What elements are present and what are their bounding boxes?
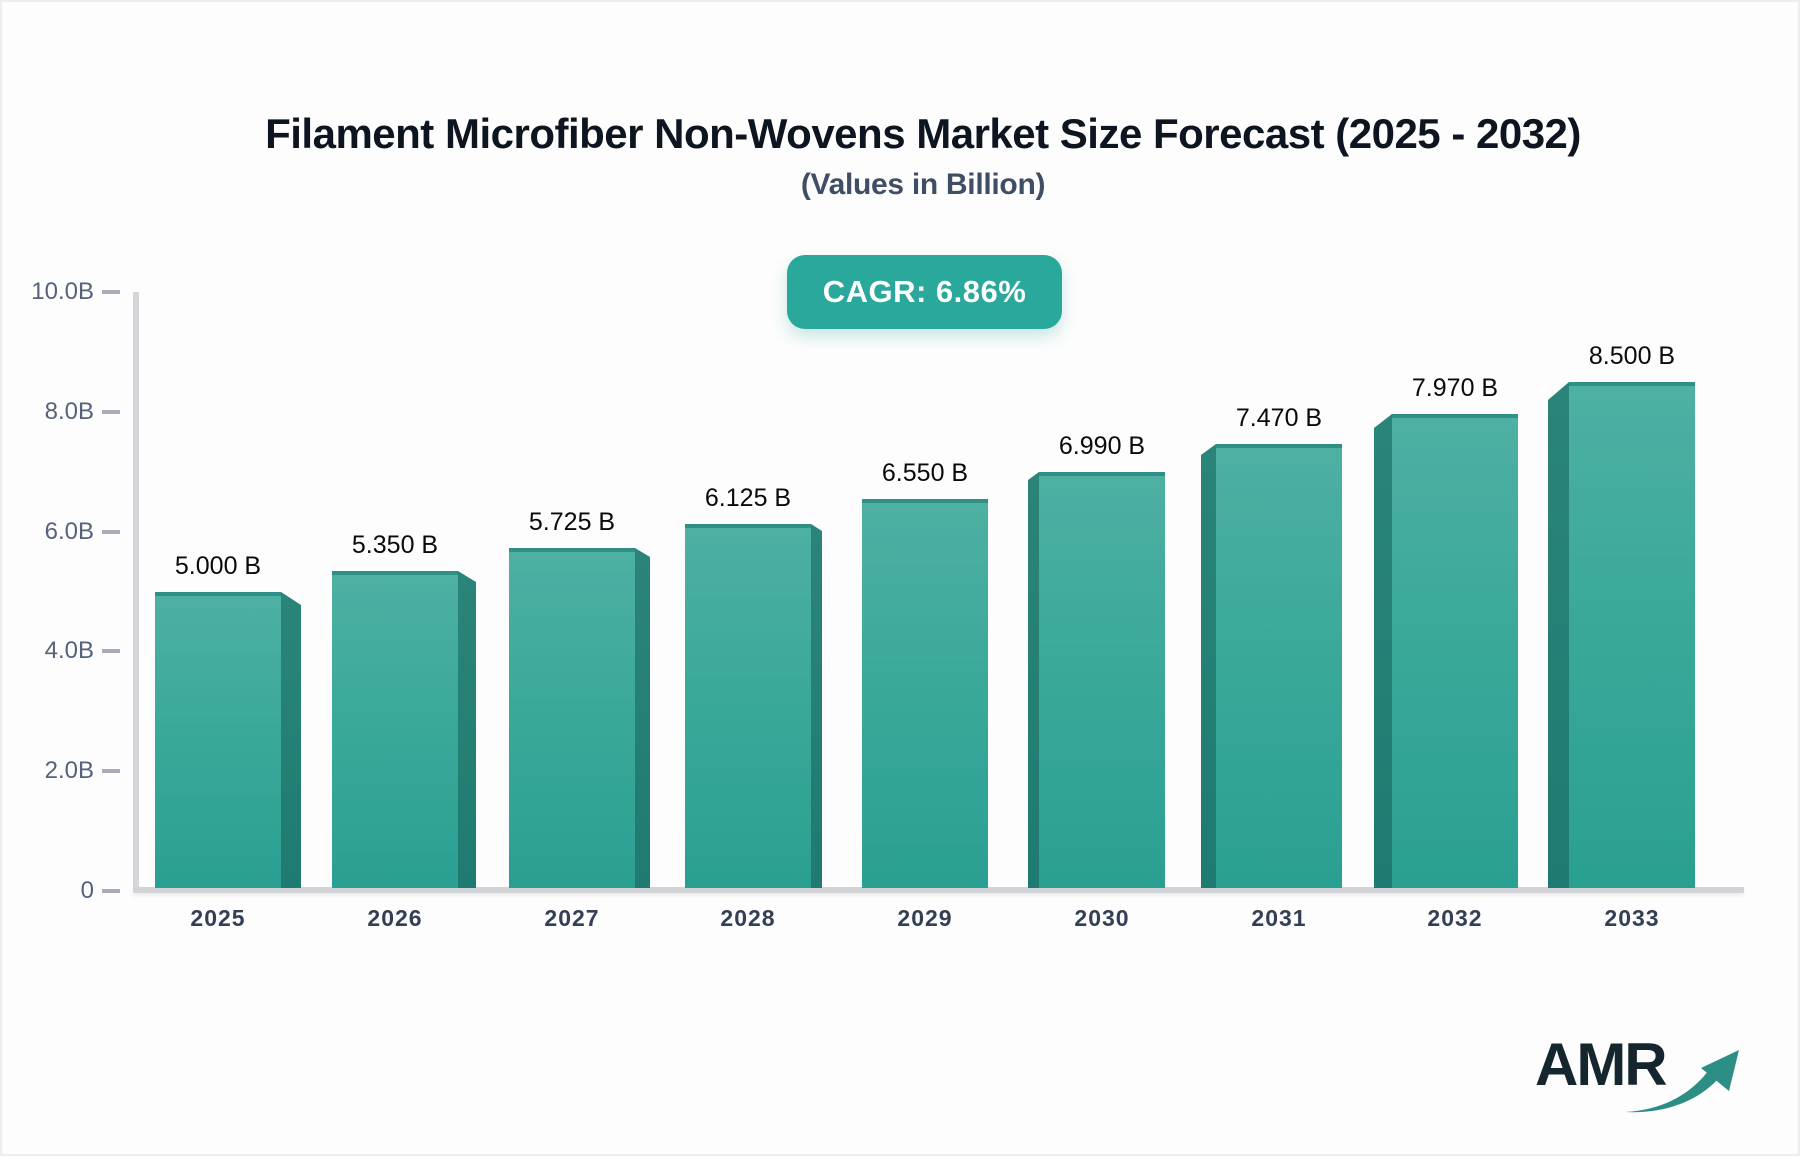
bar-face bbox=[1039, 472, 1165, 888]
x-axis-label-2032: 2032 bbox=[1427, 905, 1483, 931]
bar-side bbox=[811, 524, 822, 888]
bar-value-label: 5.725 B bbox=[528, 508, 616, 536]
brand-logo: AMR bbox=[1535, 1030, 1765, 1120]
bar-value-label: 6.990 B bbox=[1058, 432, 1146, 460]
bar-side bbox=[1028, 472, 1039, 888]
bar-value-label: 7.970 B bbox=[1411, 374, 1499, 402]
brand-logo-text: AMR bbox=[1535, 1031, 1668, 1098]
x-axis-baseline bbox=[133, 887, 1744, 893]
bar-face bbox=[155, 592, 281, 888]
y-axis-tick-label: 8.0B bbox=[44, 397, 94, 425]
bar-side bbox=[635, 548, 650, 888]
bar-value-label: 5.350 B bbox=[351, 531, 439, 559]
bar-value-label: 7.470 B bbox=[1235, 404, 1323, 432]
bar-face bbox=[1216, 444, 1342, 888]
chart-subtitle: (Values in Billion) bbox=[800, 168, 1046, 201]
x-axis-label-2033: 2033 bbox=[1604, 905, 1660, 931]
bar-face bbox=[862, 499, 988, 888]
x-axis-label-2027: 2027 bbox=[544, 905, 600, 931]
y-axis-tick bbox=[102, 769, 120, 774]
x-axis-label-2028: 2028 bbox=[720, 905, 776, 931]
y-axis-tick bbox=[102, 889, 120, 893]
bar-side bbox=[281, 592, 301, 888]
x-axis-label-2031: 2031 bbox=[1251, 905, 1307, 931]
y-axis-tick-label: 6.0B bbox=[44, 517, 94, 545]
y-axis-tick bbox=[102, 529, 120, 534]
bar-side bbox=[1548, 382, 1569, 888]
bar-face bbox=[332, 571, 458, 888]
x-axis-label-2026: 2026 bbox=[367, 905, 423, 931]
chart-title: Filament Microfiber Non-Wovens Market Si… bbox=[265, 110, 1581, 157]
x-axis-label-2030: 2030 bbox=[1074, 905, 1130, 931]
y-axis-tick bbox=[102, 409, 120, 414]
y-axis-tick-label: 2.0B bbox=[44, 757, 94, 785]
bar-side bbox=[1374, 414, 1392, 888]
bar-value-label: 5.000 B bbox=[174, 552, 262, 580]
bar-face bbox=[509, 548, 635, 888]
bar-face bbox=[685, 524, 811, 888]
x-axis-label-2029: 2029 bbox=[897, 905, 953, 931]
bar-side bbox=[458, 571, 476, 888]
y-axis-tick-label: 4.0B bbox=[44, 637, 94, 665]
bar-face bbox=[1392, 414, 1518, 888]
y-axis-tick-label: 0 bbox=[80, 877, 94, 904]
bar-face bbox=[1569, 382, 1695, 888]
bar-side bbox=[1201, 444, 1216, 888]
y-axis-tick-label: 10.0B bbox=[31, 278, 94, 305]
bar-value-label: 8.500 B bbox=[1588, 342, 1676, 370]
y-axis-tick bbox=[102, 649, 120, 654]
growth-arrow-icon bbox=[1625, 1050, 1739, 1113]
bar-value-label: 6.125 B bbox=[704, 484, 792, 512]
bar-value-label: 6.550 B bbox=[881, 459, 969, 487]
x-axis-label-2025: 2025 bbox=[190, 905, 246, 931]
cagr-badge: CAGR: 6.86% bbox=[787, 255, 1062, 329]
cagr-badge-label: CAGR: 6.86% bbox=[822, 274, 1027, 309]
y-axis-line bbox=[133, 292, 139, 891]
y-axis-tick bbox=[102, 290, 120, 294]
